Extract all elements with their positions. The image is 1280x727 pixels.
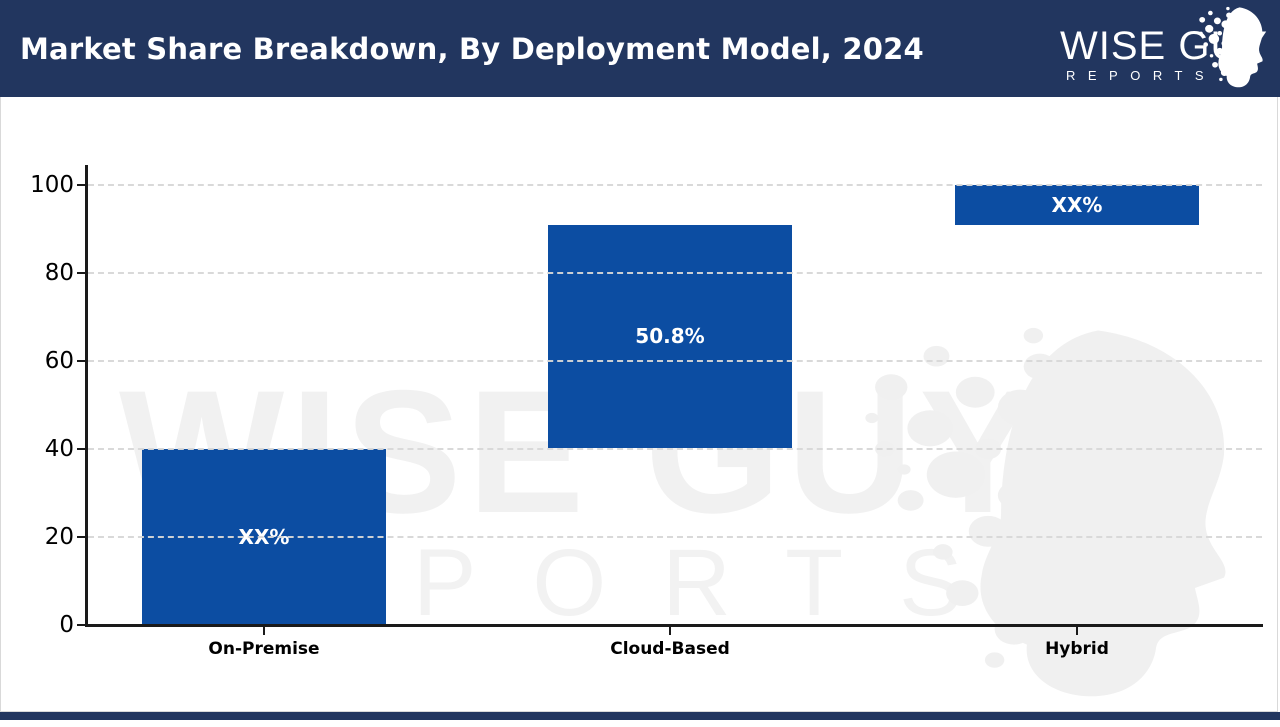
y-tick-mark — [77, 448, 85, 450]
gridline — [88, 272, 1262, 274]
x-tick-label-hybrid: Hybrid — [1045, 639, 1109, 659]
header-bar: Market Share Breakdown, By Deployment Mo… — [0, 0, 1280, 97]
watermark-face-icon — [865, 327, 1226, 697]
y-axis — [85, 165, 88, 627]
y-tick-label: 40 — [44, 436, 74, 462]
x-tick-label-cloud-based: Cloud-Based — [610, 639, 730, 659]
x-tick-label-on-premise: On-Premise — [208, 639, 320, 659]
y-tick-label: 80 — [44, 260, 74, 286]
y-tick-mark — [77, 536, 85, 538]
gridline — [88, 448, 1262, 450]
gridline — [88, 184, 1262, 186]
x-tick-mark — [263, 627, 265, 635]
bar-label: XX% — [1051, 192, 1103, 217]
y-tick-label: 20 — [44, 524, 74, 550]
bar-cloud-based: 50.8% — [548, 224, 792, 449]
x-tick-mark — [1076, 627, 1078, 635]
y-tick-mark — [77, 360, 85, 362]
y-tick-mark — [77, 184, 85, 186]
gridline — [88, 360, 1262, 362]
bar-hybrid: XX% — [955, 185, 1199, 225]
y-tick-label: 100 — [30, 172, 74, 198]
logo-subtitle: REPORTS — [1066, 68, 1217, 83]
brand-logo: WISE GUY REPORTS — [1022, 0, 1272, 97]
x-axis — [85, 624, 1263, 627]
y-tick-label: 60 — [44, 348, 74, 374]
y-tick-mark — [77, 624, 85, 626]
bar-label: 50.8% — [635, 324, 705, 349]
y-tick-label: 0 — [59, 612, 74, 638]
y-tick-mark — [77, 272, 85, 274]
page-title: Market Share Breakdown, By Deployment Mo… — [20, 31, 924, 66]
logo-face-icon — [1199, 6, 1263, 88]
footer-bar — [0, 712, 1280, 720]
gridline — [88, 536, 1262, 538]
x-tick-mark — [669, 627, 671, 635]
